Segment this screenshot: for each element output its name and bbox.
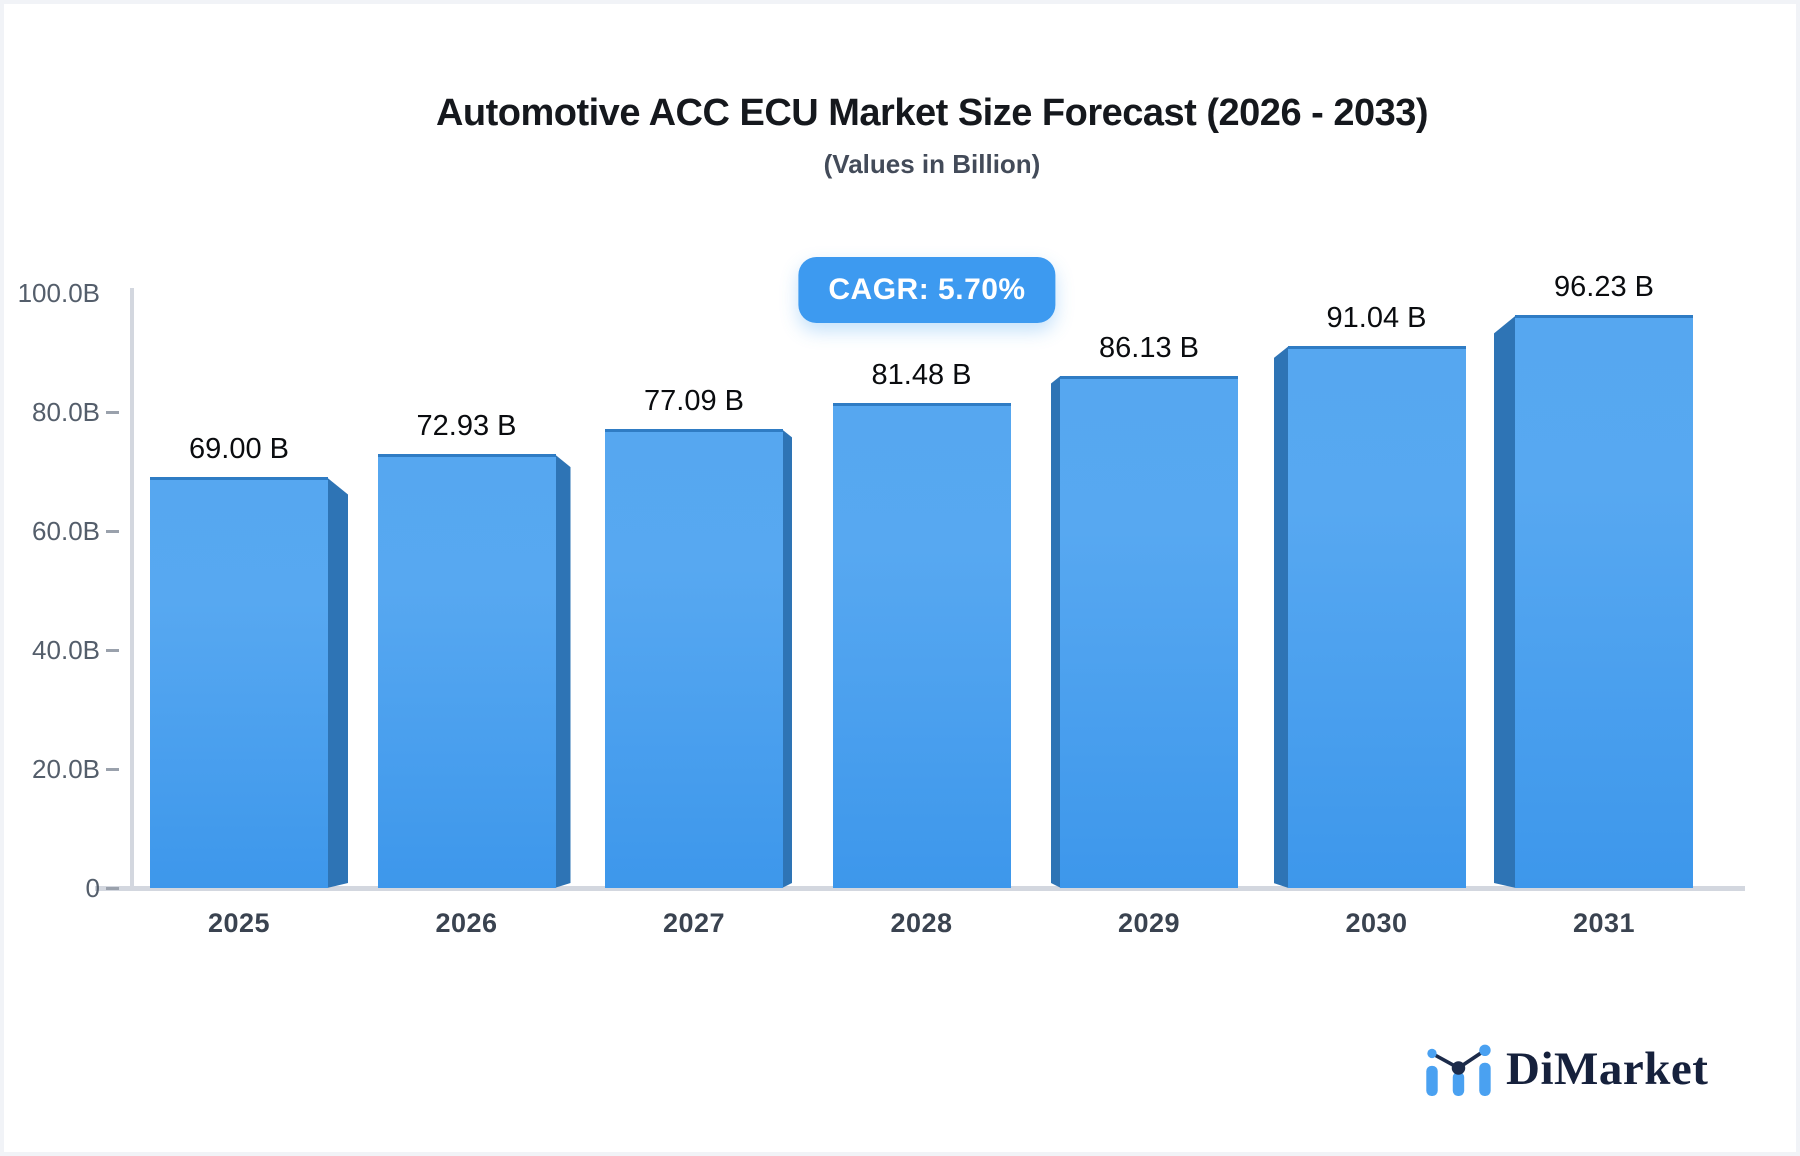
y-axis-tick-label: 60.0B: [32, 516, 100, 546]
bar-2026: [377, 454, 556, 888]
bar-3d-side: [782, 429, 792, 888]
bar-3d-side: [1051, 376, 1061, 888]
y-axis-tick-mark: [106, 768, 119, 771]
bar-value-label: 69.00 B: [189, 433, 289, 466]
bar-value-label: 86.13 B: [1099, 331, 1199, 364]
x-axis-label: 2028: [890, 908, 953, 938]
chart-header: Automotive ACC ECU Market Size Forecast …: [0, 92, 1800, 180]
x-axis-label: 2026: [435, 908, 498, 938]
bar-value-label: 72.93 B: [416, 410, 517, 443]
bar-3d-side: [555, 454, 571, 888]
x-axis-label: 2027: [662, 908, 726, 938]
logo-text: DiMarket: [1506, 1043, 1709, 1095]
bar-value-label: 81.48 B: [871, 359, 972, 392]
y-axis-tick-label: 40.0B: [32, 635, 100, 665]
y-axis-tick-mark: [106, 887, 119, 890]
bar-2031: [1515, 315, 1693, 888]
x-axis-label: 2031: [1572, 908, 1636, 938]
mini-bar-chart-icon: [1426, 1044, 1491, 1096]
y-axis-tick-mark: [106, 649, 119, 652]
bar-2025: [150, 477, 328, 888]
bar-2030: [1287, 346, 1466, 888]
y-axis-tick-label: 100.0B: [17, 278, 100, 308]
x-axis-label: 2030: [1345, 908, 1408, 938]
y-axis-tick-label: 20.0B: [32, 754, 100, 784]
bar-2027: [605, 429, 783, 888]
y-axis-tick-mark: [106, 411, 119, 414]
y-axis-tick-mark: [106, 530, 119, 533]
bar-value-label: 96.23 B: [1554, 271, 1654, 304]
bar-3d-side: [1494, 315, 1516, 888]
bar-3d-side: [327, 477, 348, 888]
bar-3d-side: [1274, 346, 1289, 888]
bar-2028: [832, 403, 1011, 888]
x-axis-baseline: [95, 886, 1745, 891]
y-axis-line: [130, 288, 134, 886]
chart-subtitle: (Values in Billion): [823, 149, 1041, 179]
bar-value-label: 91.04 B: [1326, 302, 1427, 335]
y-axis-tick-label: 0: [85, 873, 100, 903]
x-axis-label: 2025: [207, 908, 271, 938]
y-axis-tick-label: 80.0B: [32, 397, 100, 427]
cagr-badge: CAGR: 5.70%: [798, 257, 1056, 323]
chart-title: Automotive ACC ECU Market Size Forecast …: [435, 92, 1429, 134]
bar-2029: [1060, 375, 1238, 888]
dimarket-logo: DiMarket: [1424, 1042, 1708, 1096]
bar-value-label: 77.09 B: [644, 385, 744, 418]
x-axis-label: 2029: [1117, 908, 1181, 938]
